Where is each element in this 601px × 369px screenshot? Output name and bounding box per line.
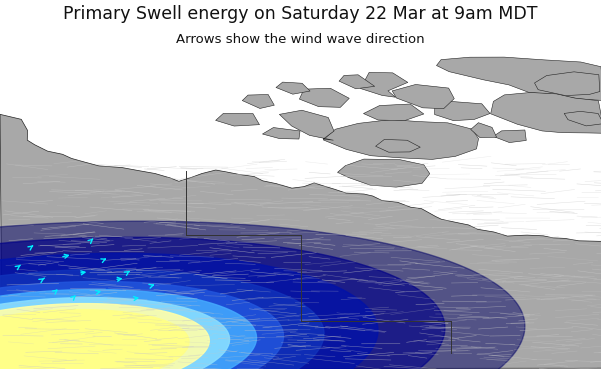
- Polygon shape: [0, 221, 525, 369]
- Polygon shape: [0, 297, 230, 369]
- Polygon shape: [0, 237, 445, 369]
- Polygon shape: [0, 254, 378, 369]
- Polygon shape: [0, 290, 257, 369]
- Polygon shape: [0, 269, 324, 369]
- Text: Primary Swell energy on Saturday 22 Mar at 9am MDT: Primary Swell energy on Saturday 22 Mar …: [63, 5, 538, 23]
- Polygon shape: [0, 282, 284, 369]
- Polygon shape: [0, 310, 189, 369]
- Polygon shape: [0, 304, 209, 369]
- Text: Arrows show the wind wave direction: Arrows show the wind wave direction: [176, 33, 425, 46]
